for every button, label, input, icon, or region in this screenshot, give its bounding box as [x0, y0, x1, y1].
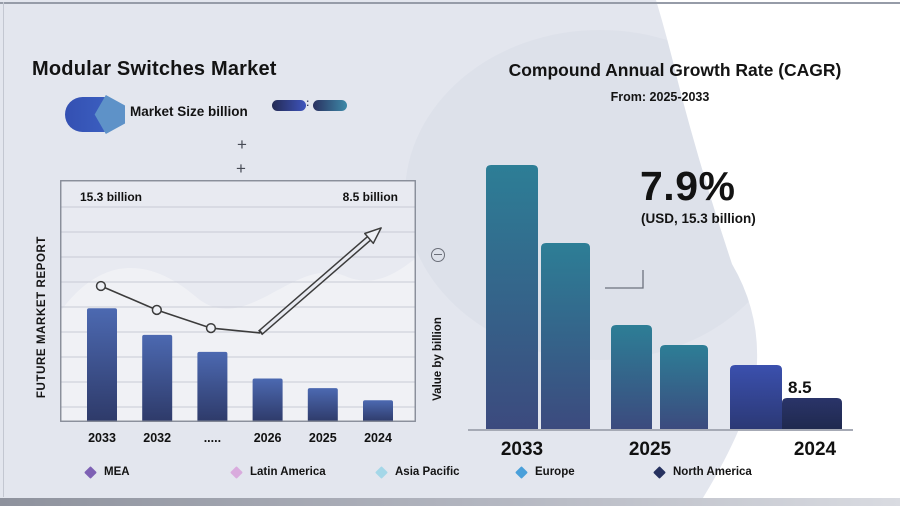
pill-separator: : [306, 98, 310, 109]
market-size-bar [142, 334, 173, 422]
market-size-bar [363, 400, 393, 422]
x-axis-label: 2025 [629, 439, 672, 460]
trend-marker [205, 322, 217, 334]
legend-item-latin-america: Latin America [230, 465, 326, 479]
trend-marker [95, 280, 107, 292]
legend-item-europe: Europe [515, 465, 575, 479]
gradient-pill-icon [313, 100, 347, 111]
legend-label: North America [673, 466, 752, 478]
gradient-pill-icon [272, 100, 306, 111]
diamond-icon [84, 465, 97, 479]
cagr-bar [611, 325, 652, 430]
left-vertical-axis-label: FUTURE MARKET REPORT [36, 235, 48, 399]
bottom-strip [0, 498, 900, 506]
x-axis-label: 2032 [143, 431, 171, 445]
x-axis-label: 2024 [794, 439, 837, 460]
x-axis-label: 2024 [364, 431, 392, 445]
growth-arrow-head [364, 227, 382, 245]
bar-value-callout: 8.5 [788, 378, 812, 397]
market-size-pill-icon [65, 95, 125, 134]
end-value-label: 8.5 billion [343, 190, 398, 204]
trend-line [100, 285, 261, 334]
legend-label: Latin America [250, 466, 326, 478]
plus-icon: + [237, 135, 247, 154]
cagr-title: Compound Annual Growth Rate (CAGR) [508, 60, 842, 80]
minus-circle-icon [431, 248, 445, 262]
x-axis-label: ..... [204, 431, 221, 445]
legend-label: Asia Pacific [395, 466, 460, 478]
diamond-icon [230, 465, 243, 479]
x-axis-label: 2025 [309, 431, 337, 445]
market-size-bar [87, 308, 117, 422]
market-size-legend-label: Market Size billion [130, 104, 248, 119]
cagr-note: (USD, 15.3 billion) [641, 211, 756, 226]
start-value-label: 15.3 billion [80, 190, 142, 204]
legend-label: Europe [535, 466, 575, 478]
diamond-icon [515, 465, 528, 479]
growth-arrow-inner [260, 235, 373, 333]
cagr-bar [730, 365, 782, 430]
top-border [0, 2, 900, 4]
x-axis-label: 2033 [501, 439, 543, 460]
left-border [3, 2, 4, 497]
cagr-bar [541, 243, 590, 430]
background-swoosh [656, 0, 900, 506]
cagr-bar [660, 345, 708, 430]
market-size-chart: 15.3 billion 8.5 billion 2033 2032..... 2026… [60, 180, 416, 445]
cagr-bar [782, 398, 842, 430]
cagr-bar [486, 165, 538, 430]
x-axis-label: 2026 [254, 431, 282, 445]
cagr-value: 7.9% [640, 163, 736, 209]
market-size-bar [307, 388, 338, 422]
right-vertical-axis-label: Value by billion [432, 317, 444, 401]
diamond-icon [653, 465, 666, 479]
cagr-subtitle: From: 2025-2033 [610, 90, 710, 104]
legend-item-asia-pacific: Asia Pacific [375, 465, 460, 479]
x-axis-label: 2033 [88, 431, 116, 445]
plus-icon: + [236, 159, 246, 178]
market-size-bar [252, 378, 283, 422]
legend-label: MEA [104, 466, 130, 478]
step-decoration [605, 270, 644, 289]
diamond-icon [375, 465, 388, 479]
page-title: Modular Switches Market [32, 58, 277, 80]
plot-border [60, 180, 416, 422]
legend-item-mea: MEA [84, 465, 130, 479]
market-size-bar [197, 351, 228, 422]
legend-item-north-america: North America [653, 465, 752, 479]
trend-marker [151, 304, 162, 316]
cagr-chart: 2033 2025 2024 8.5 [468, 165, 853, 460]
